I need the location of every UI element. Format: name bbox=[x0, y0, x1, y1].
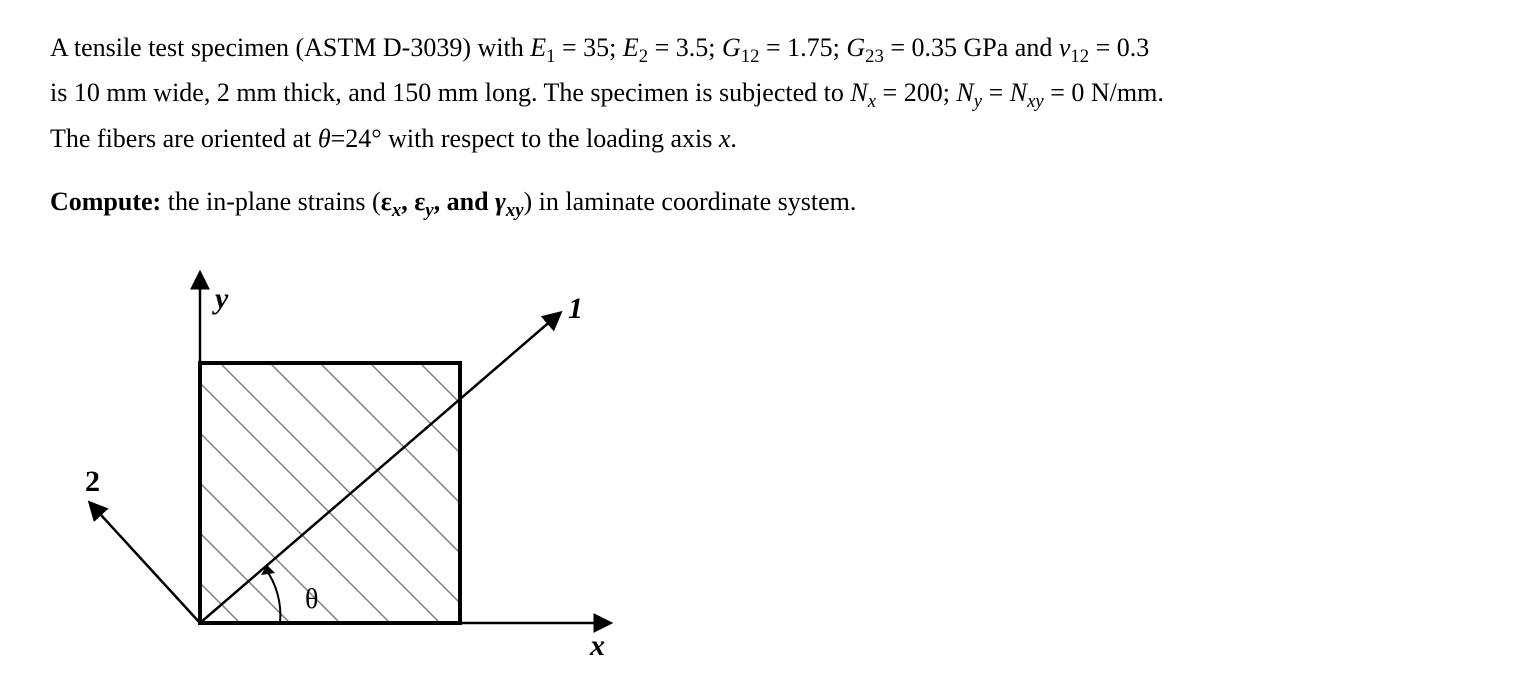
problem-statement: A tensile test specimen (ASTM D-3039) wi… bbox=[50, 30, 1484, 223]
compute-line: Compute: the in-plane strains (εx, εy, a… bbox=[50, 184, 1484, 223]
coordinate-diagram: y x 1 2 θ bbox=[80, 243, 1484, 663]
line-1: A tensile test specimen (ASTM D-3039) wi… bbox=[50, 30, 1484, 69]
svg-text:2: 2 bbox=[85, 465, 100, 498]
svg-text:1: 1 bbox=[568, 292, 583, 325]
svg-text:x: x bbox=[589, 629, 605, 662]
svg-text:θ: θ bbox=[305, 584, 318, 615]
line-3: The fibers are oriented at θ=24° with re… bbox=[50, 121, 1484, 156]
line-2: is 10 mm wide, 2 mm thick, and 150 mm lo… bbox=[50, 75, 1484, 114]
diagram-svg: y x 1 2 θ bbox=[80, 243, 640, 663]
svg-text:y: y bbox=[212, 282, 229, 315]
